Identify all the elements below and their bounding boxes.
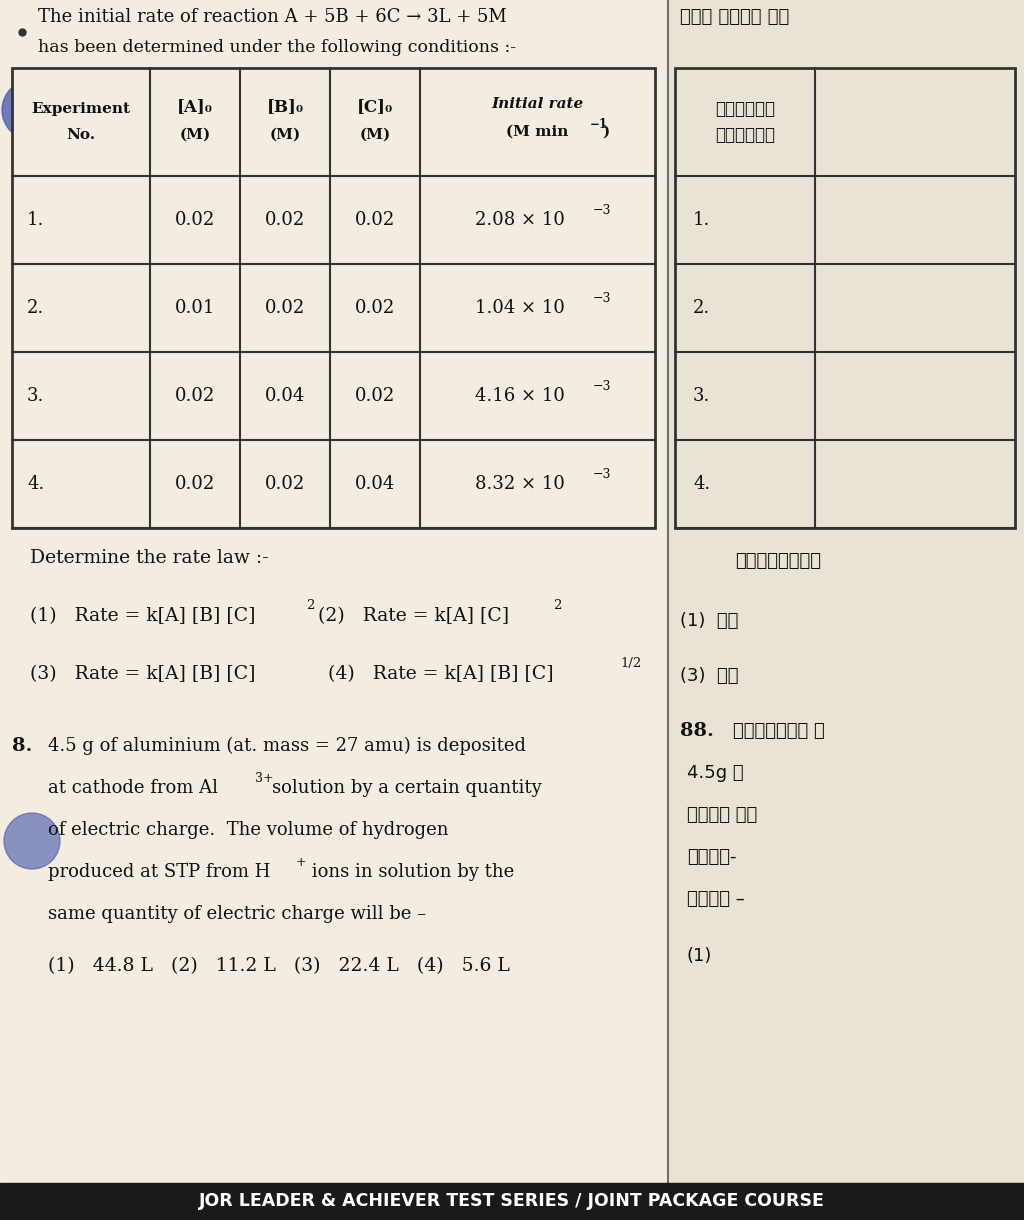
Text: (4)   Rate = k[A] [B] [C]: (4) Rate = k[A] [B] [C] [310, 665, 554, 683]
Text: JOR LEADER & ACHIEVER TEST SERIES / JOINT PACKAGE COURSE: JOR LEADER & ACHIEVER TEST SERIES / JOIN… [199, 1192, 825, 1210]
Text: 2.: 2. [27, 299, 44, 317]
Text: same quantity of electric charge will be –: same quantity of electric charge will be… [48, 905, 426, 924]
Text: The initial rate of reaction A + 5B + 6C → 3L + 5M: The initial rate of reaction A + 5B + 6C… [38, 9, 507, 26]
Text: 2.: 2. [693, 299, 711, 317]
Bar [675, 68, 1015, 528]
Text: (1)   Rate = k[A] [B] [C]: (1) Rate = k[A] [B] [C] [30, 608, 256, 625]
Text: No.: No. [67, 128, 95, 142]
Text: −3: −3 [593, 204, 611, 216]
Text: होता है: होता है [687, 806, 758, 824]
Text: (3)   Rate = k[A] [B] [C]: (3) Rate = k[A] [B] [C] [30, 665, 256, 683]
Text: 3+: 3+ [255, 772, 273, 784]
Text: 0.02: 0.02 [265, 299, 305, 317]
Text: 88.: 88. [680, 722, 714, 741]
Text: 0.04: 0.04 [265, 387, 305, 405]
Text: 0.01: 0.01 [175, 299, 215, 317]
Text: अभिक्रिय: अभिक्रिय [735, 551, 821, 570]
Bar [12, 68, 655, 528]
Text: 1/2: 1/2 [620, 658, 641, 670]
Text: 0.02: 0.02 [355, 211, 395, 229]
Text: 0.02: 0.02 [265, 211, 305, 229]
Text: 1.: 1. [27, 211, 44, 229]
Text: 4.: 4. [27, 475, 44, 493]
Bar [0, 1183, 1024, 1220]
Text: 4.5 g of aluminium (at. mass = 27 amu) is deposited: 4.5 g of aluminium (at. mass = 27 amu) i… [48, 737, 526, 755]
Text: विलय-: विलय- [687, 848, 736, 866]
Text: Determine the rate law :-: Determine the rate law :- [30, 549, 268, 567]
Text: [A]₀: [A]₀ [177, 99, 213, 116]
Text: −1: −1 [590, 118, 607, 132]
Text: 0.02: 0.02 [355, 299, 395, 317]
Bar [668, 0, 1024, 1220]
Text: produced at STP from H: produced at STP from H [48, 863, 270, 881]
Text: (1): (1) [687, 947, 713, 965]
Text: (M): (M) [179, 128, 211, 142]
Text: 0.02: 0.02 [175, 387, 215, 405]
Text: 3.: 3. [27, 387, 44, 405]
Text: 0.02: 0.02 [175, 211, 215, 229]
Text: 4.5g ऊ: 4.5g ऊ [687, 764, 743, 782]
Circle shape [4, 813, 60, 869]
Text: ): ) [602, 124, 609, 139]
Text: −3: −3 [593, 292, 611, 305]
Text: (2)   Rate = k[A] [C]: (2) Rate = k[A] [C] [318, 608, 509, 625]
Text: (1)   44.8 L   (2)   11.2 L   (3)   22.4 L   (4)   5.6 L: (1) 44.8 L (2) 11.2 L (3) 22.4 L (4) 5.6… [48, 956, 510, 975]
Text: of electric charge.  The volume of hydrogen: of electric charge. The volume of hydrog… [48, 821, 449, 839]
Text: Initial rate: Initial rate [492, 98, 584, 111]
Text: 0.02: 0.02 [355, 387, 395, 405]
Text: [C]₀: [C]₀ [357, 99, 393, 116]
Text: होगा –: होगा – [687, 891, 744, 908]
Text: 8.32 × 10: 8.32 × 10 [474, 475, 564, 493]
Bar [0, 0, 668, 1220]
Text: −3: −3 [593, 467, 611, 481]
Text: has been determined under the following conditions :-: has been determined under the following … [38, 39, 516, 56]
Text: solution by a certain quantity: solution by a certain quantity [272, 780, 542, 797]
Text: 0.02: 0.02 [175, 475, 215, 493]
Text: प्रयोग: प्रयोग [715, 100, 775, 118]
Text: at cathode from Al: at cathode from Al [48, 780, 218, 797]
Text: 4.: 4. [693, 475, 711, 493]
Text: ions in solution by the: ions in solution by the [306, 863, 514, 881]
Text: विद्युत अ: विद्युत अ [733, 722, 824, 741]
Text: (1)  दर: (1) दर [680, 612, 738, 630]
Text: (3)  दर: (3) दर [680, 667, 738, 684]
Text: 2: 2 [553, 599, 561, 612]
Text: 8.: 8. [12, 737, 33, 755]
Text: [B]₀: [B]₀ [266, 99, 303, 116]
Circle shape [2, 81, 62, 140]
Text: वेग मापन नि: वेग मापन नि [680, 9, 790, 26]
Text: −3: −3 [593, 379, 611, 393]
Text: Experiment: Experiment [32, 102, 130, 116]
Text: (M): (M) [359, 128, 390, 142]
Text: 1.04 × 10: 1.04 × 10 [474, 299, 564, 317]
Text: 3.: 3. [693, 387, 711, 405]
Text: 1.: 1. [693, 211, 711, 229]
Text: 2.08 × 10: 2.08 × 10 [474, 211, 564, 229]
Text: +: + [296, 856, 306, 869]
Text: 0.02: 0.02 [265, 475, 305, 493]
Text: 0.04: 0.04 [355, 475, 395, 493]
Text: 2: 2 [306, 599, 314, 612]
Text: (M): (M) [269, 128, 301, 142]
Text: (M min: (M min [506, 124, 568, 139]
Text: संख्या: संख्या [715, 126, 775, 144]
Text: 4.16 × 10: 4.16 × 10 [474, 387, 564, 405]
